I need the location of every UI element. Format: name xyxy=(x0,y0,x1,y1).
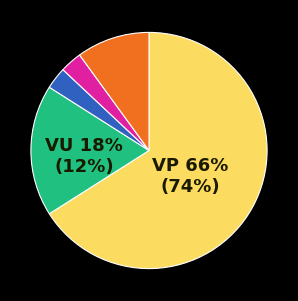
Text: VP 66%
(74%): VP 66% (74%) xyxy=(152,157,229,196)
Wedge shape xyxy=(63,55,149,150)
Wedge shape xyxy=(49,33,267,268)
Wedge shape xyxy=(31,87,149,214)
Text: VU 18%
(12%): VU 18% (12%) xyxy=(45,137,123,176)
Wedge shape xyxy=(80,33,149,150)
Wedge shape xyxy=(49,70,149,150)
